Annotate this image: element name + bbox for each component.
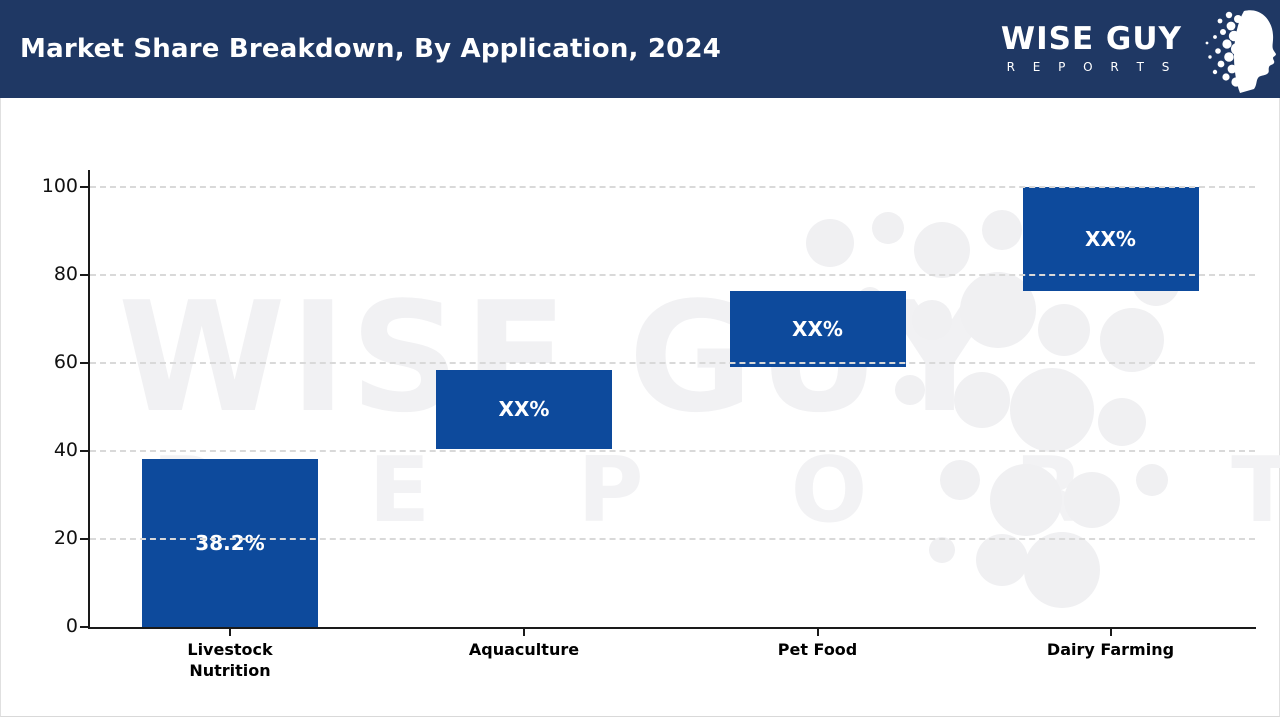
gridline — [90, 538, 1255, 540]
x-tick-mark — [816, 629, 819, 636]
y-axis-tick-label: 60 — [53, 351, 78, 373]
x-axis-category-label: Dairy Farming — [1046, 640, 1175, 659]
logo-wordmark-line2: R E P O R T S — [1006, 60, 1177, 74]
logo-wordmark-line1: WISE GUY — [1000, 21, 1182, 57]
bar-1: 38.2% — [142, 458, 318, 627]
y-tick-mark — [80, 538, 88, 540]
gridline — [90, 450, 1255, 452]
y-tick-mark — [80, 362, 88, 364]
y-axis-line — [88, 170, 90, 629]
bar-value-label: 38.2% — [195, 530, 265, 555]
x-axis-category-label: Aquaculture — [468, 640, 580, 659]
x-axis-category-label: Pet Food — [777, 640, 858, 659]
logo-wordmark: WISE GUY R E P O R T S — [1000, 21, 1182, 75]
gridline — [90, 362, 1255, 364]
x-axis-line — [88, 627, 1256, 629]
y-tick-mark — [80, 450, 88, 452]
page-title: Market Share Breakdown, By Application, … — [20, 34, 722, 64]
bar-4: XX% — [1022, 187, 1199, 291]
y-axis-tick-label: 0 — [65, 615, 78, 637]
bar-3: XX% — [729, 290, 906, 368]
y-axis-tick-label: 20 — [53, 527, 78, 549]
bar-value-label: XX% — [792, 317, 843, 342]
y-axis-tick-label: 80 — [53, 263, 78, 285]
y-axis-tick-label: 40 — [53, 439, 78, 461]
x-tick-mark — [229, 629, 231, 636]
bar-value-label: XX% — [1085, 226, 1136, 251]
brand-logo: WISE GUY R E P O R T S — [1001, 4, 1276, 94]
gridline — [90, 274, 1255, 276]
x-tick-mark — [1109, 629, 1112, 636]
y-tick-mark — [80, 626, 88, 628]
bar-2: XX% — [436, 370, 612, 449]
x-tick-mark — [523, 629, 525, 636]
logo-face-icon — [1205, 10, 1276, 93]
gridline — [90, 186, 1255, 188]
bar-value-label: XX% — [498, 397, 550, 422]
y-tick-mark — [80, 274, 88, 276]
y-axis-tick-label: 100 — [41, 175, 78, 197]
x-axis-category-label: Livestock Nutrition — [187, 640, 273, 680]
y-tick-mark — [80, 186, 88, 188]
header-bar: Market Share Breakdown, By Application, … — [0, 0, 1280, 98]
